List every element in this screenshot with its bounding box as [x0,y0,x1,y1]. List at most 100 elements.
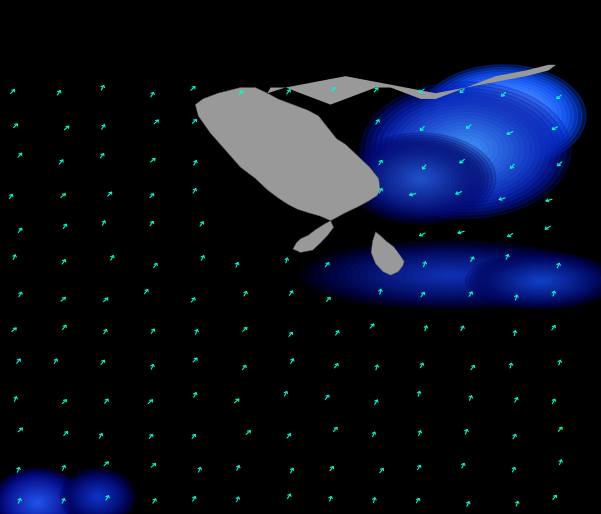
Ellipse shape [425,67,582,164]
Ellipse shape [1,475,74,514]
Ellipse shape [79,483,117,511]
Ellipse shape [460,146,471,154]
Ellipse shape [499,114,507,119]
Ellipse shape [73,479,122,514]
Ellipse shape [537,280,545,282]
Ellipse shape [371,89,561,211]
Ellipse shape [31,498,44,508]
Ellipse shape [6,479,69,514]
Ellipse shape [450,140,481,160]
Ellipse shape [33,499,42,506]
Ellipse shape [92,493,103,501]
Ellipse shape [444,273,458,277]
Ellipse shape [308,243,593,307]
Ellipse shape [372,149,469,208]
Ellipse shape [489,261,594,301]
Ellipse shape [75,480,120,514]
Ellipse shape [421,268,481,282]
Ellipse shape [534,278,549,284]
Ellipse shape [81,484,115,510]
Ellipse shape [83,486,113,508]
Ellipse shape [519,272,564,289]
Ellipse shape [462,90,545,141]
Ellipse shape [383,260,518,290]
Ellipse shape [526,275,556,287]
Ellipse shape [361,142,481,215]
Ellipse shape [471,96,537,136]
Ellipse shape [4,477,72,514]
Ellipse shape [413,174,428,183]
Ellipse shape [64,471,132,514]
Ellipse shape [17,487,58,514]
Ellipse shape [361,82,571,218]
Ellipse shape [8,481,67,514]
Ellipse shape [29,496,47,509]
Text: Arrows show the wind wave direction: Arrows show the wind wave direction [176,40,425,52]
Ellipse shape [491,108,516,124]
Ellipse shape [376,258,526,292]
Ellipse shape [338,250,564,301]
Ellipse shape [0,469,83,514]
Text: Wind Wave energy on Tuesday 03 Dec at 8am +05: Wind Wave energy on Tuesday 03 Dec at 8a… [79,10,522,28]
Ellipse shape [413,267,488,284]
Polygon shape [371,232,404,275]
Ellipse shape [391,262,511,289]
Ellipse shape [387,158,454,199]
Ellipse shape [368,146,474,210]
Ellipse shape [70,475,126,514]
Ellipse shape [24,492,51,513]
Ellipse shape [496,264,586,298]
Ellipse shape [316,245,586,306]
Ellipse shape [0,472,78,514]
Ellipse shape [484,260,597,302]
Ellipse shape [323,246,578,304]
Ellipse shape [421,65,586,167]
Ellipse shape [368,256,534,294]
Ellipse shape [26,494,49,511]
Ellipse shape [349,135,492,222]
Ellipse shape [22,491,53,514]
Ellipse shape [394,162,447,194]
Ellipse shape [300,241,601,309]
Ellipse shape [77,481,118,512]
Ellipse shape [60,469,135,514]
Ellipse shape [441,78,566,154]
Ellipse shape [466,93,540,139]
Ellipse shape [88,490,107,504]
Ellipse shape [417,176,424,181]
Ellipse shape [66,473,130,514]
Ellipse shape [408,113,523,188]
Polygon shape [195,87,380,252]
Ellipse shape [406,170,436,188]
Ellipse shape [514,271,567,291]
Ellipse shape [402,167,439,190]
Ellipse shape [0,470,81,514]
Ellipse shape [478,101,528,131]
Ellipse shape [438,75,570,157]
Ellipse shape [398,263,504,287]
Ellipse shape [445,136,487,164]
Ellipse shape [68,474,128,514]
Ellipse shape [379,154,462,204]
Ellipse shape [376,151,466,206]
Ellipse shape [429,126,502,174]
Ellipse shape [331,248,571,302]
Ellipse shape [435,130,498,171]
Ellipse shape [403,109,529,191]
Ellipse shape [474,98,532,134]
Ellipse shape [499,265,582,297]
Ellipse shape [85,487,111,507]
Ellipse shape [409,172,432,186]
Ellipse shape [413,116,519,184]
Ellipse shape [522,274,560,288]
Ellipse shape [391,160,451,197]
Ellipse shape [353,138,489,219]
Ellipse shape [492,262,590,299]
Ellipse shape [439,133,492,167]
Ellipse shape [353,253,549,298]
Ellipse shape [62,470,133,514]
Ellipse shape [454,85,553,146]
Ellipse shape [398,165,444,192]
Ellipse shape [450,83,557,149]
Ellipse shape [376,92,555,208]
